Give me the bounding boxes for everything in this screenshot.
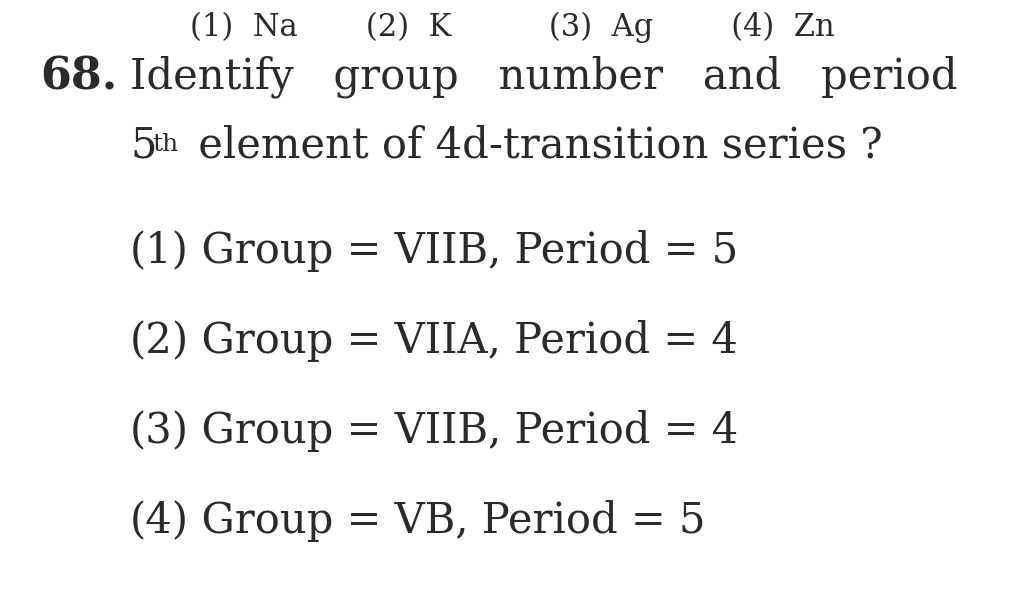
Text: Group = VIIA, Period = 4: Group = VIIA, Period = 4	[175, 320, 738, 362]
Text: Group = VIIB, Period = 4: Group = VIIB, Period = 4	[175, 410, 738, 452]
Text: (4): (4)	[130, 500, 189, 542]
Text: element of 4d-transition series ?: element of 4d-transition series ?	[185, 125, 883, 167]
Text: 68.: 68.	[40, 55, 118, 98]
Text: (1)  Na       (2)  K          (3)  Ag        (4)  Zn: (1) Na (2) K (3) Ag (4) Zn	[189, 12, 835, 43]
Text: th: th	[152, 133, 178, 156]
Text: (1): (1)	[130, 230, 188, 272]
Text: (3): (3)	[130, 410, 189, 452]
Text: Group = VB, Period = 5: Group = VB, Period = 5	[175, 500, 706, 542]
Text: Identify   group   number   and   period: Identify group number and period	[130, 55, 957, 97]
Text: (2): (2)	[130, 320, 189, 362]
Text: 5: 5	[130, 125, 157, 167]
Text: Group = VIIB, Period = 5: Group = VIIB, Period = 5	[175, 230, 738, 272]
